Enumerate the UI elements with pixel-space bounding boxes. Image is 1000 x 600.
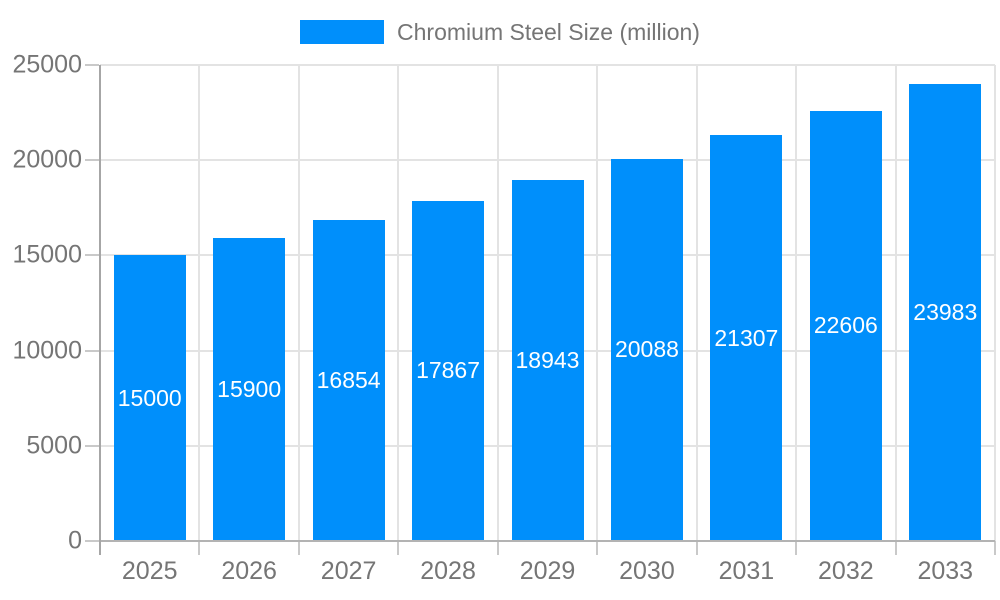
bar[interactable]: 23983: [909, 84, 982, 541]
x-axis-label: 2025: [121, 557, 178, 585]
y-axis-line: [99, 65, 101, 555]
x-axis-tick: [795, 541, 798, 555]
v-gridline: [894, 65, 897, 541]
bar-value-label: 15900: [217, 376, 282, 403]
x-axis-label: 2026: [221, 557, 277, 585]
y-axis-label: 10000: [12, 336, 82, 365]
bar[interactable]: 22606: [809, 110, 882, 541]
bar[interactable]: 18943: [511, 180, 584, 541]
v-gridline: [297, 65, 300, 541]
y-axis-tick: [85, 159, 99, 162]
x-axis-tick: [994, 541, 996, 555]
y-axis-tick: [85, 349, 99, 352]
y-axis-tick: [85, 444, 99, 447]
x-axis-label: 2031: [718, 557, 775, 585]
plot-area: 0 5000 10000 15000 20000 25000 15000 2025 15900 2…: [12, 51, 996, 585]
v-gridline: [994, 65, 996, 541]
x-axis-tick: [297, 541, 300, 555]
legend[interactable]: Chromium Steel Size (million): [0, 18, 1000, 46]
y-axis-tick: [85, 540, 99, 542]
v-gridline: [397, 65, 400, 541]
x-axis-tick: [695, 541, 698, 555]
bar-value-label: 17867: [416, 357, 481, 384]
v-gridline: [198, 65, 201, 541]
y-axis-label: 5000: [26, 431, 82, 460]
x-axis-label: 2027: [320, 557, 377, 585]
bar-value-label: 23983: [913, 299, 978, 326]
bar-value-label: 15000: [117, 384, 182, 411]
x-axis-label: 2028: [420, 557, 476, 585]
h-gridline: [100, 64, 995, 66]
bar[interactable]: 15900: [213, 238, 286, 541]
x-axis-tick: [894, 541, 897, 555]
v-gridline: [795, 65, 798, 541]
bar-value-label: 20088: [614, 336, 679, 363]
y-axis-tick: [85, 254, 99, 257]
bar-value-label: 21307: [714, 324, 779, 351]
bar-value-label: 22606: [813, 312, 878, 339]
bar-value-label: 18943: [515, 347, 580, 374]
x-axis-tick: [397, 541, 400, 555]
bar[interactable]: 16854: [312, 220, 385, 541]
x-axis-label: 2029: [519, 557, 576, 585]
y-axis-label: 15000: [12, 240, 82, 269]
x-axis-label: 2032: [818, 557, 874, 585]
x-axis-label: 2030: [619, 557, 675, 585]
x-axis-tick: [596, 541, 599, 555]
v-gridline: [596, 65, 599, 541]
bar[interactable]: 21307: [710, 135, 783, 541]
h-gridline: [100, 159, 995, 162]
v-gridline: [695, 65, 698, 541]
v-gridline: [496, 65, 499, 541]
x-axis-tick: [198, 541, 201, 555]
x-axis-label: 2033: [917, 557, 974, 585]
y-axis-label: 0: [68, 526, 82, 555]
legend-label: Chromium Steel Size (million): [397, 18, 700, 45]
y-axis-label: 25000: [12, 50, 82, 79]
y-axis-label: 20000: [12, 145, 82, 174]
legend-swatch-icon: [300, 20, 385, 44]
bar[interactable]: 20088: [610, 158, 683, 541]
y-axis-tick: [85, 64, 99, 66]
bar-value-label: 16854: [316, 367, 381, 394]
bar[interactable]: 17867: [412, 200, 485, 541]
x-axis-tick: [496, 541, 499, 555]
bar[interactable]: 15000: [113, 255, 186, 541]
x-axis-line: [100, 540, 995, 542]
